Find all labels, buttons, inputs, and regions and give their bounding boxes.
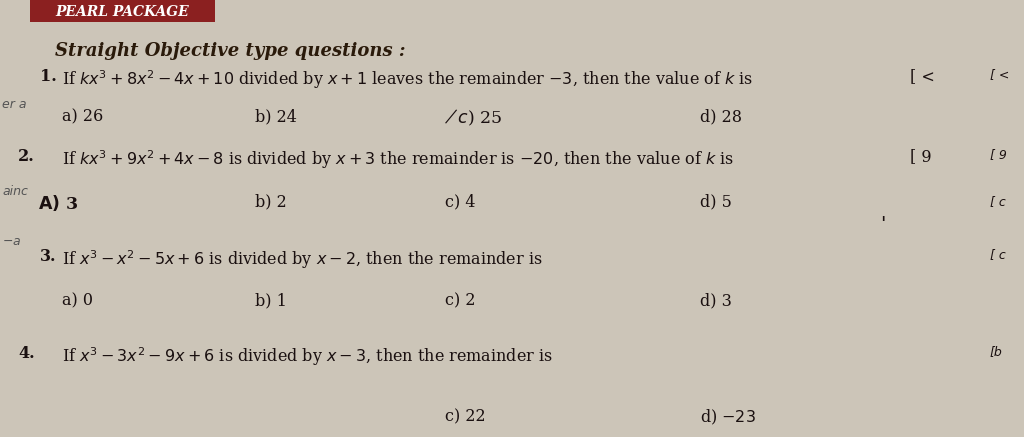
Text: [ <: [ < (910, 68, 935, 85)
Text: [b: [b (990, 345, 1002, 358)
Text: 4.: 4. (18, 345, 35, 362)
Text: ainc: ainc (2, 185, 28, 198)
Text: d) $-23$: d) $-23$ (700, 408, 756, 427)
Text: 2.: 2. (18, 148, 35, 165)
FancyBboxPatch shape (30, 0, 215, 22)
Text: [ c: [ c (990, 248, 1006, 261)
Text: [ c: [ c (990, 195, 1006, 208)
Text: d) 5: d) 5 (700, 193, 732, 210)
Text: If $kx^3+9x^2+4x-8$ is divided by $x+3$ the remainder is $-20$, then the value o: If $kx^3+9x^2+4x-8$ is divided by $x+3$ … (62, 148, 734, 171)
Text: If $kx^3+8x^2-4x+10$ divided by $x+1$ leaves the remainder $-3$, then the value : If $kx^3+8x^2-4x+10$ divided by $x+1$ le… (62, 68, 754, 91)
Text: [ 9: [ 9 (910, 148, 932, 165)
Text: b) 1: b) 1 (255, 292, 287, 309)
Text: ': ' (880, 215, 886, 234)
Text: a) 26: a) 26 (62, 108, 103, 125)
Text: If $x^3-x^2-5x+6$ is divided by $x-2$, then the remainder is: If $x^3-x^2-5x+6$ is divided by $x-2$, t… (62, 248, 543, 271)
Text: 3.: 3. (40, 248, 56, 265)
Text: PEARL PACKAGE: PEARL PACKAGE (55, 5, 188, 19)
Text: $\mathbf{A)}$ 3: $\mathbf{A)}$ 3 (38, 193, 79, 213)
Text: a) 0: a) 0 (62, 292, 93, 309)
Text: c) 2: c) 2 (445, 292, 475, 309)
Text: b) 2: b) 2 (255, 193, 287, 210)
Text: 1.: 1. (40, 68, 56, 85)
Text: [ <: [ < (990, 68, 1010, 81)
Text: er a: er a (2, 98, 27, 111)
Text: b) 24: b) 24 (255, 108, 297, 125)
Text: c) 4: c) 4 (445, 193, 475, 210)
Text: d) 28: d) 28 (700, 108, 742, 125)
Text: If $x^3-3x^2-9x+6$ is divided by $x-3$, then the remainder is: If $x^3-3x^2-9x+6$ is divided by $x-3$, … (62, 345, 553, 368)
Text: d) 3: d) 3 (700, 292, 732, 309)
Text: Straight Objective type questions :: Straight Objective type questions : (55, 42, 406, 60)
Text: c) 22: c) 22 (445, 408, 485, 425)
Text: $\not{c}$) 25: $\not{c}$) 25 (445, 108, 503, 128)
Text: [ 9: [ 9 (990, 148, 1007, 161)
Text: $-a$: $-a$ (2, 235, 22, 248)
